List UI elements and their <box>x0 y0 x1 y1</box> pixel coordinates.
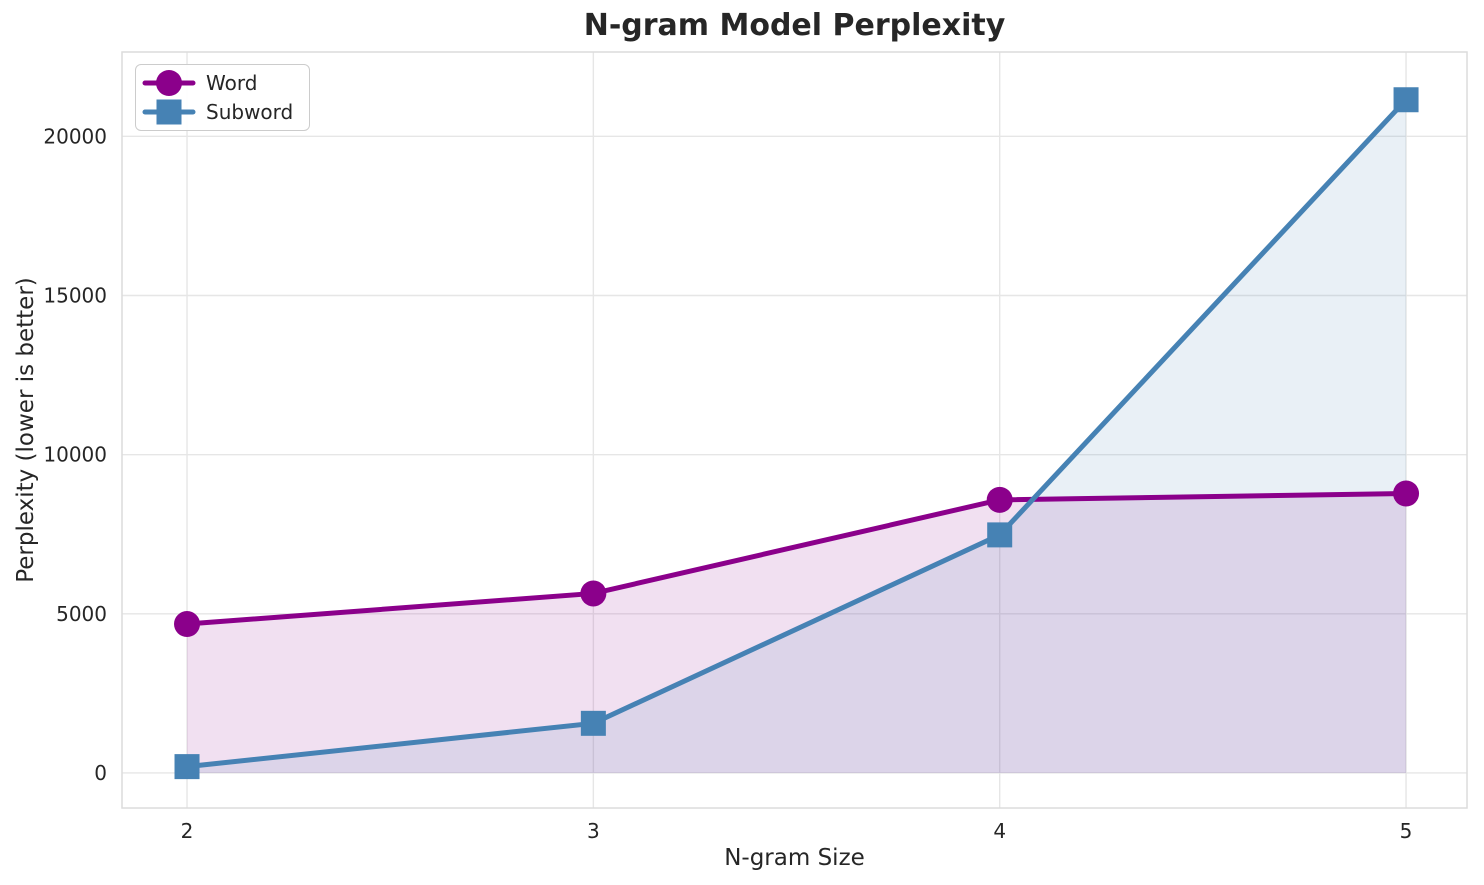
plot-border <box>121 51 1468 809</box>
x-axis-label: N-gram Size <box>724 845 865 871</box>
legend-square-marker-icon <box>142 99 196 125</box>
legend-item-subword: Subword <box>142 98 293 126</box>
line-word <box>184 491 1409 627</box>
point-subword-4 <box>987 522 1013 548</box>
y-tick-label: 10000 <box>43 443 107 467</box>
legend-label: Subword <box>206 100 294 124</box>
x-tick-label: 4 <box>993 819 1006 843</box>
y-axis-label: Perplexity (lower is better) <box>13 277 39 583</box>
legend-label: Word <box>206 71 258 95</box>
point-word-5 <box>1393 480 1420 507</box>
legend: Word Subword <box>135 64 311 131</box>
point-subword-3 <box>580 710 606 736</box>
x-tick-labels: 2 3 4 5 <box>181 819 1413 843</box>
y-tick-label: 0 <box>94 761 107 785</box>
y-tick-label: 5000 <box>56 602 107 626</box>
legend-item-word: Word <box>142 69 293 97</box>
x-tick-label: 2 <box>181 819 194 843</box>
area-fill-subword <box>187 99 1407 773</box>
series-word <box>174 480 1420 638</box>
point-word-4 <box>986 486 1013 513</box>
chart-title: N-gram Model Perplexity <box>583 8 1006 43</box>
series-subword <box>174 87 1419 780</box>
x-tick-label: 3 <box>587 819 600 843</box>
point-word-2 <box>174 611 201 638</box>
point-subword-2 <box>174 754 200 780</box>
y-tick-label: 15000 <box>43 284 107 308</box>
point-subword-5 <box>1393 87 1419 113</box>
y-tick-labels: 0 5000 10000 15000 20000 <box>43 124 107 785</box>
legend-circle-marker-icon <box>142 70 196 96</box>
x-tick-label: 5 <box>1400 819 1413 843</box>
y-tick-label: 20000 <box>43 124 107 148</box>
line-subword <box>184 97 1409 770</box>
area-fill-word <box>187 493 1407 773</box>
point-word-3 <box>580 580 607 607</box>
